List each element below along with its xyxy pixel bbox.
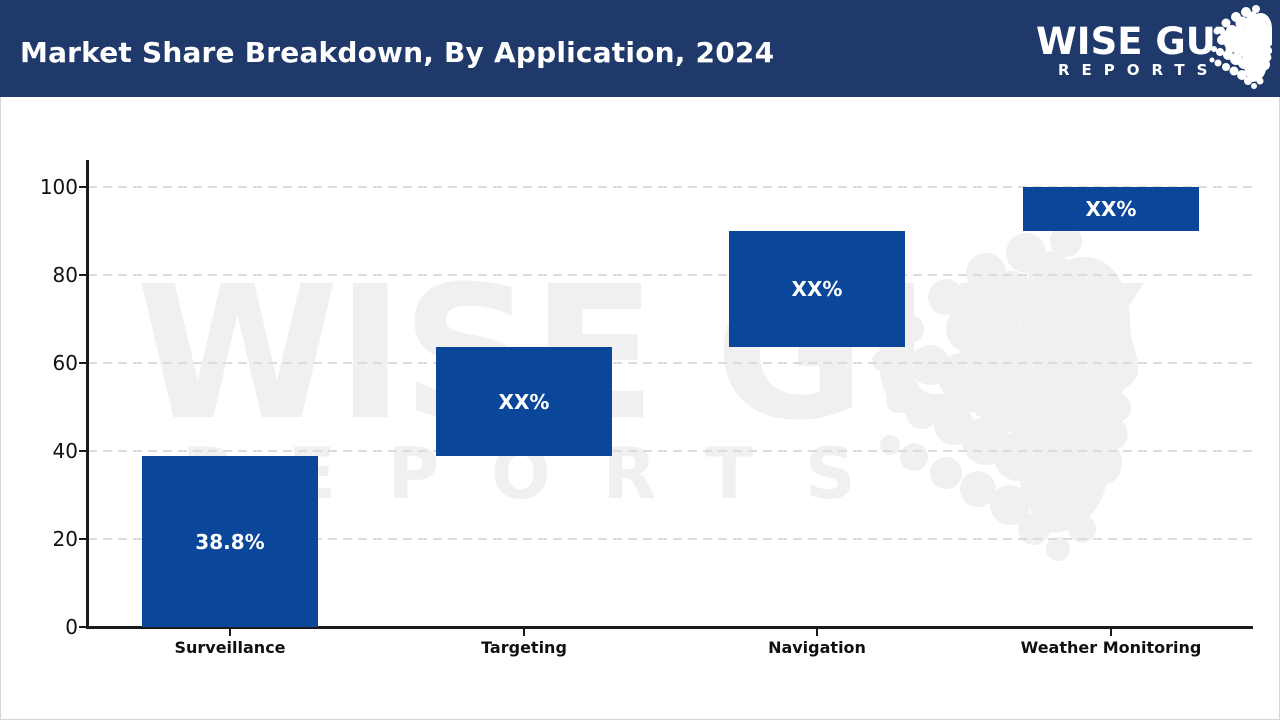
y-axis-line: [86, 160, 89, 627]
y-tick-80: [79, 274, 87, 276]
bar-value-label: XX%: [791, 277, 843, 301]
watermark-text: WISE GUY: [136, 247, 1142, 461]
x-tick-label-weather-monitoring: Weather Monitoring: [1020, 638, 1202, 657]
logo-text-reports: REPORTS: [1058, 61, 1219, 79]
bar-value-label: XX%: [1085, 197, 1137, 221]
y-tick-0: [79, 626, 87, 628]
y-tick-label: 0: [65, 615, 78, 639]
x-tick-surveillance: [229, 629, 231, 636]
x-tick-label-targeting: Targeting: [481, 638, 567, 657]
y-tick-label: 80: [52, 263, 78, 287]
gridline-40: [88, 450, 1253, 452]
gridline-100: [88, 186, 1253, 188]
y-tick-60: [79, 362, 87, 364]
gridline-80: [88, 274, 1253, 276]
chart-area: WISE GUY REPORTS 0 20 40 60 80 100 Surveillanc…: [0, 97, 1280, 720]
header: Market Share Breakdown, By Application, …: [0, 0, 1280, 97]
y-tick-40: [79, 450, 87, 452]
gridline-60: [88, 362, 1253, 364]
y-tick-20: [79, 538, 87, 540]
bar-value-label: 38.8%: [195, 529, 265, 554]
x-tick-label-surveillance: Surveillance: [174, 638, 286, 657]
chart-title: Market Share Breakdown, By Application, …: [20, 36, 775, 69]
y-tick-label: 60: [52, 351, 78, 375]
x-tick-weather-monitoring: [1110, 629, 1112, 636]
bar-targeting: [436, 347, 612, 456]
x-tick-targeting: [523, 629, 525, 636]
y-tick-label: 40: [52, 439, 78, 463]
x-tick-navigation: [816, 629, 818, 636]
y-tick-label: 20: [52, 527, 78, 551]
bar-weather-monitoring: [1023, 187, 1199, 231]
bar-value-label: XX%: [498, 389, 550, 414]
wise-guy-logo: WISE GUY REPORTS: [1036, 5, 1272, 89]
x-tick-label-navigation: Navigation: [768, 638, 866, 657]
x-axis-line: [86, 626, 1253, 629]
logo-text-wiseguy: WISE GUY: [1036, 20, 1244, 63]
y-tick-100: [79, 186, 87, 188]
bar-surveillance: [142, 456, 318, 627]
y-tick-label: 100: [39, 175, 78, 199]
gridline-20: [88, 538, 1253, 540]
